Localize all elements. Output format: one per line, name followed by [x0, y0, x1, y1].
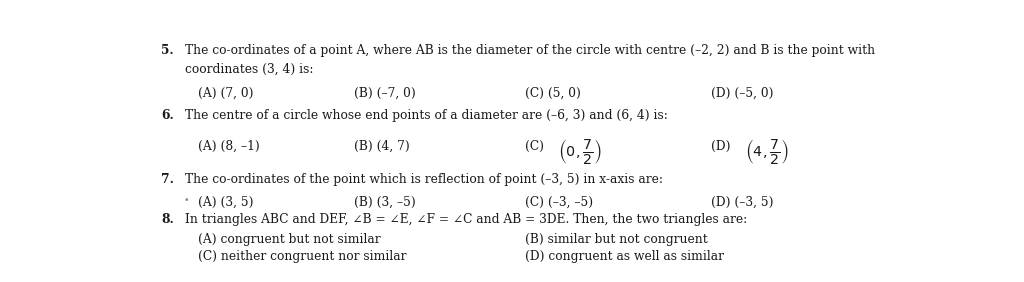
- Text: (D): (D): [712, 140, 731, 153]
- Text: In triangles ABC and DEF, ∠B = ∠E, ∠F = ∠C and AB = 3DE. Then, the two triangles: In triangles ABC and DEF, ∠B = ∠E, ∠F = …: [185, 213, 748, 226]
- Text: (C): (C): [524, 140, 544, 153]
- Text: coordinates (3, 4) is:: coordinates (3, 4) is:: [185, 63, 313, 76]
- Text: (D) (–5, 0): (D) (–5, 0): [712, 87, 774, 100]
- Text: (C) (–3, –5): (C) (–3, –5): [524, 196, 593, 209]
- Text: The centre of a circle whose end points of a diameter are (–6, 3) and (6, 4) is:: The centre of a circle whose end points …: [185, 109, 668, 122]
- Text: 8.: 8.: [162, 213, 174, 226]
- Text: (D) (–3, 5): (D) (–3, 5): [712, 196, 774, 209]
- Text: 7.: 7.: [162, 173, 174, 186]
- Text: The co-ordinates of the point which is reflection of point (–3, 5) in x-axis are: The co-ordinates of the point which is r…: [185, 173, 664, 186]
- Text: The co-ordinates of a point A, where AB is the diameter of the circle with centr: The co-ordinates of a point A, where AB …: [185, 44, 876, 57]
- Text: (C) (5, 0): (C) (5, 0): [524, 87, 581, 100]
- Text: (A) congruent but not similar: (A) congruent but not similar: [198, 233, 381, 246]
- Text: (A) (3, 5): (A) (3, 5): [198, 196, 253, 209]
- Text: •: •: [183, 196, 189, 205]
- Text: 5.: 5.: [162, 44, 174, 57]
- Text: (A) (7, 0): (A) (7, 0): [198, 87, 253, 100]
- Text: (B) (4, 7): (B) (4, 7): [354, 140, 410, 153]
- Text: (B) (3, –5): (B) (3, –5): [354, 196, 416, 209]
- Text: (D) congruent as well as similar: (D) congruent as well as similar: [524, 250, 724, 263]
- Text: $\left(4,\dfrac{7}{2}\right)$: $\left(4,\dfrac{7}{2}\right)$: [744, 138, 788, 167]
- Text: (A) (8, –1): (A) (8, –1): [198, 140, 260, 153]
- Text: (B) similar but not congruent: (B) similar but not congruent: [524, 233, 708, 246]
- Text: $\left(0,\dfrac{7}{2}\right)$: $\left(0,\dfrac{7}{2}\right)$: [558, 138, 602, 167]
- Text: (C) neither congruent nor similar: (C) neither congruent nor similar: [198, 250, 407, 263]
- Text: 6.: 6.: [162, 109, 174, 122]
- Text: (B) (–7, 0): (B) (–7, 0): [354, 87, 416, 100]
